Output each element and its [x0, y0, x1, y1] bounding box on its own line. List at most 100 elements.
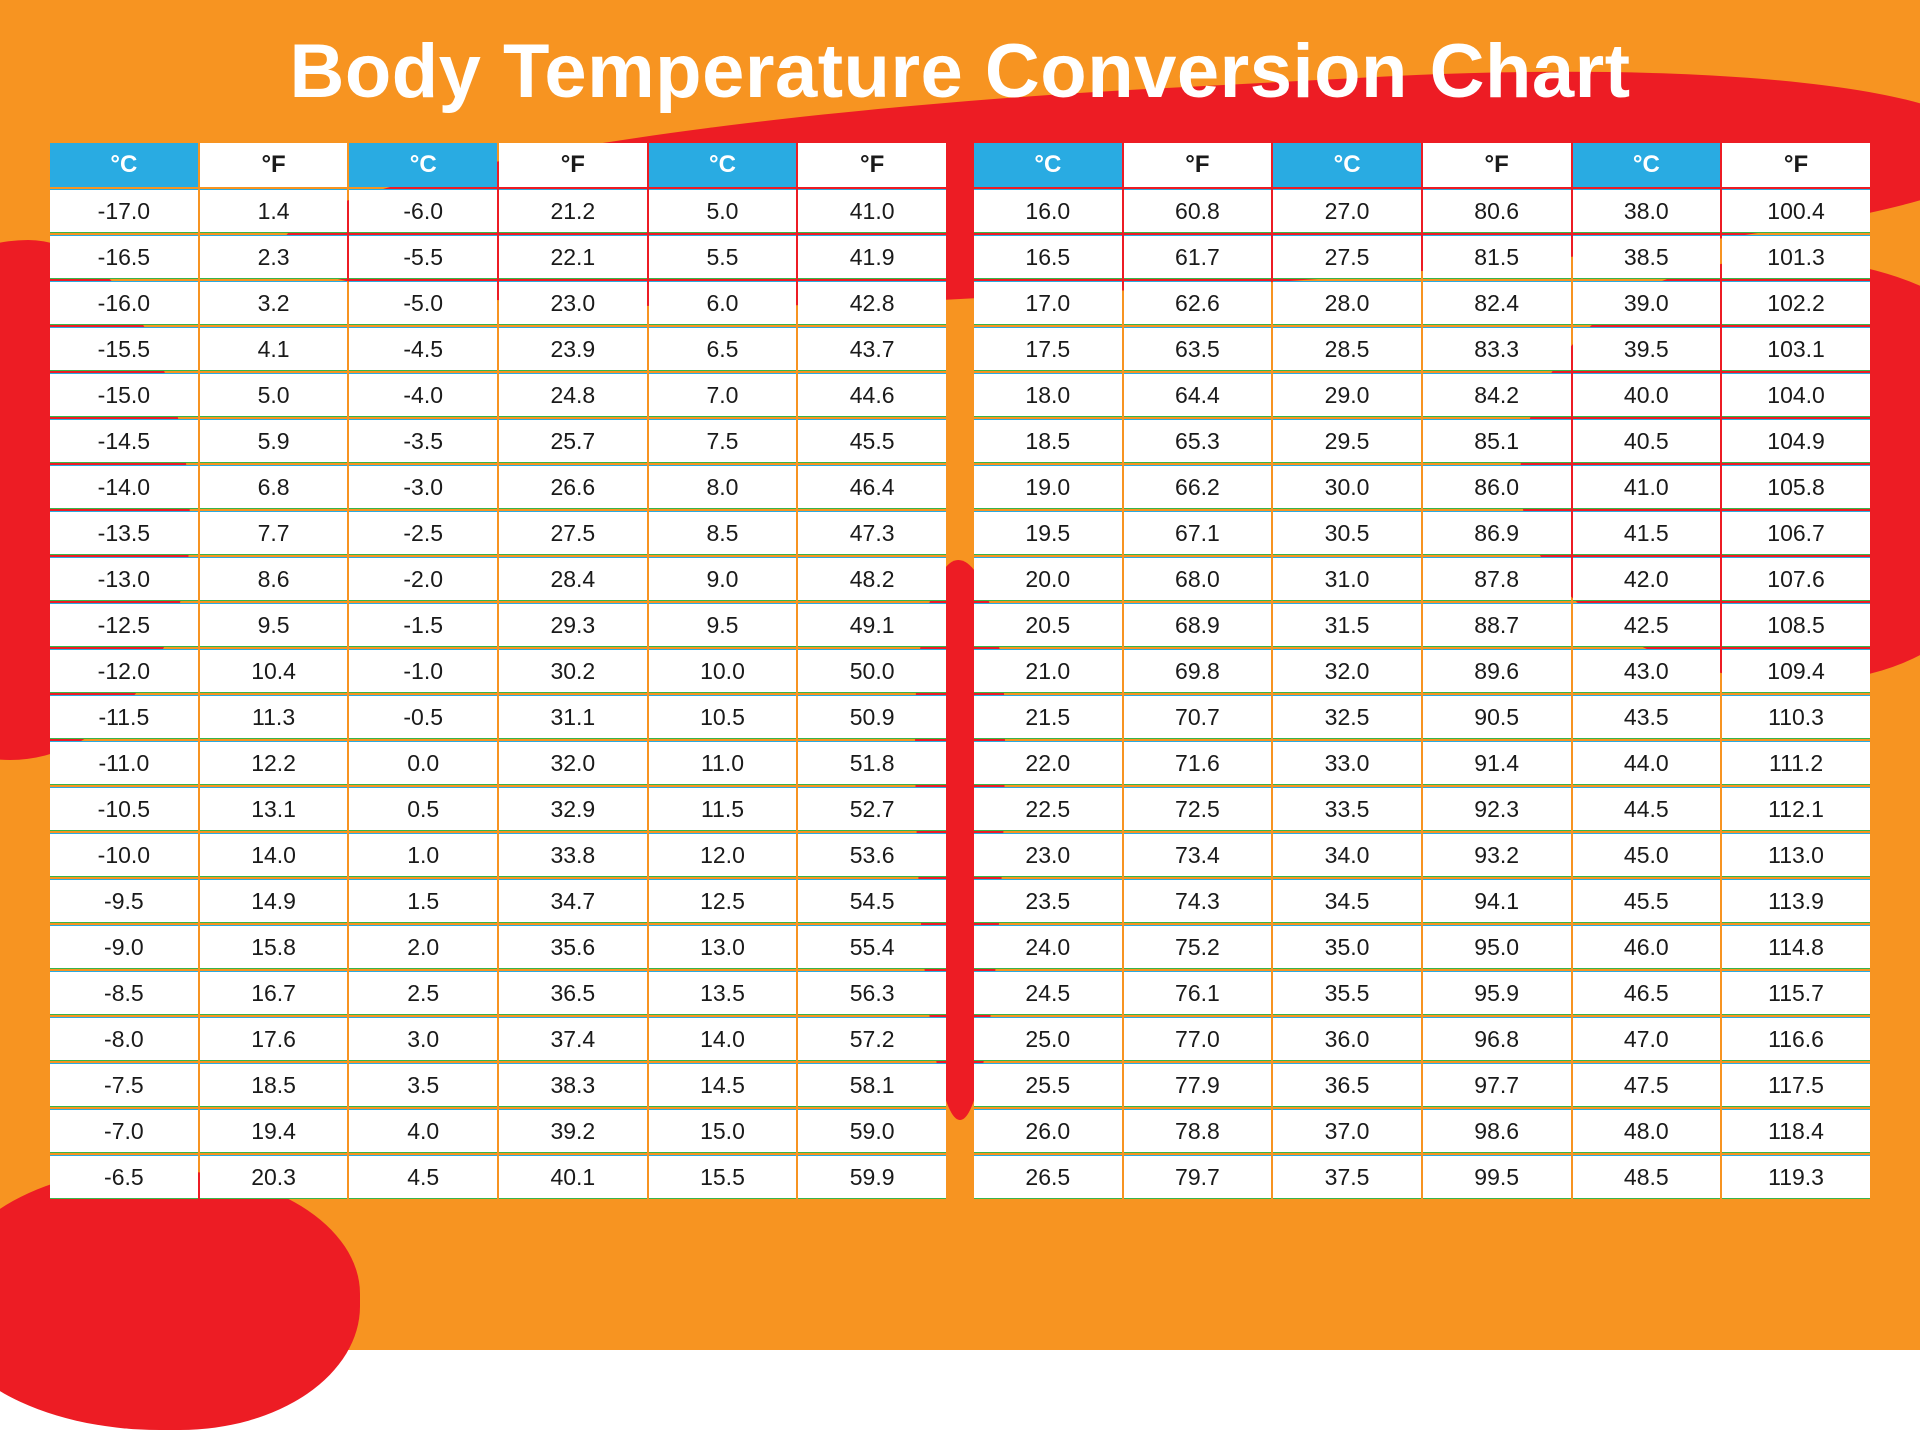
cell-celsius: 45.5 [1573, 879, 1721, 923]
cell-celsius: 34.5 [1273, 879, 1421, 923]
table-row: 19.066.230.086.041.0105.8 [974, 465, 1870, 509]
cell-fahrenheit: 115.7 [1722, 971, 1870, 1015]
cell-celsius: -15.5 [50, 327, 198, 371]
cell-fahrenheit: 60.8 [1124, 189, 1272, 233]
cell-fahrenheit: 80.6 [1423, 189, 1571, 233]
table-row: -11.511.3-0.531.110.550.9 [50, 695, 946, 739]
cell-celsius: 33.0 [1273, 741, 1421, 785]
cell-celsius: 4.0 [349, 1109, 497, 1153]
column-header-fahrenheit: °F [798, 143, 946, 187]
cell-fahrenheit: 76.1 [1124, 971, 1272, 1015]
cell-celsius: 6.5 [649, 327, 797, 371]
cell-fahrenheit: 113.9 [1722, 879, 1870, 923]
cell-fahrenheit: 86.9 [1423, 511, 1571, 555]
cell-celsius: 2.5 [349, 971, 497, 1015]
cell-celsius: 20.5 [974, 603, 1122, 647]
column-header-celsius: °C [649, 143, 797, 187]
cell-celsius: -7.5 [50, 1063, 198, 1107]
cell-celsius: 45.0 [1573, 833, 1721, 877]
cell-celsius: 35.0 [1273, 925, 1421, 969]
table-row: 18.064.429.084.240.0104.0 [974, 373, 1870, 417]
cell-fahrenheit: 28.4 [499, 557, 647, 601]
cell-celsius: 17.0 [974, 281, 1122, 325]
cell-celsius: 38.0 [1573, 189, 1721, 233]
cell-celsius: 5.0 [649, 189, 797, 233]
cell-fahrenheit: 55.4 [798, 925, 946, 969]
cell-fahrenheit: 7.7 [200, 511, 348, 555]
cell-fahrenheit: 101.3 [1722, 235, 1870, 279]
cell-celsius: -10.0 [50, 833, 198, 877]
cell-celsius: 19.0 [974, 465, 1122, 509]
table-row: 21.069.832.089.643.0109.4 [974, 649, 1870, 693]
cell-celsius: -9.5 [50, 879, 198, 923]
cell-celsius: 19.5 [974, 511, 1122, 555]
cell-fahrenheit: 32.0 [499, 741, 647, 785]
cell-fahrenheit: 14.0 [200, 833, 348, 877]
cell-fahrenheit: 59.9 [798, 1155, 946, 1199]
cell-fahrenheit: 9.5 [200, 603, 348, 647]
table-row: -12.010.4-1.030.210.050.0 [50, 649, 946, 693]
cell-fahrenheit: 41.9 [798, 235, 946, 279]
cell-fahrenheit: 110.3 [1722, 695, 1870, 739]
cell-fahrenheit: 58.1 [798, 1063, 946, 1107]
cell-fahrenheit: 54.5 [798, 879, 946, 923]
cell-celsius: 23.5 [974, 879, 1122, 923]
cell-fahrenheit: 97.7 [1423, 1063, 1571, 1107]
table-row: -8.516.72.536.513.556.3 [50, 971, 946, 1015]
cell-fahrenheit: 33.8 [499, 833, 647, 877]
cell-celsius: 13.5 [649, 971, 797, 1015]
cell-fahrenheit: 105.8 [1722, 465, 1870, 509]
cell-fahrenheit: 64.4 [1124, 373, 1272, 417]
cell-celsius: 29.0 [1273, 373, 1421, 417]
cell-fahrenheit: 67.1 [1124, 511, 1272, 555]
cell-celsius: 41.5 [1573, 511, 1721, 555]
cell-celsius: -1.5 [349, 603, 497, 647]
table-row: 26.579.737.599.548.5119.3 [974, 1155, 1870, 1199]
cell-celsius: 1.0 [349, 833, 497, 877]
cell-celsius: 47.0 [1573, 1017, 1721, 1061]
cell-celsius: -14.5 [50, 419, 198, 463]
cell-celsius: 43.0 [1573, 649, 1721, 693]
cell-celsius: 32.5 [1273, 695, 1421, 739]
cell-celsius: -8.0 [50, 1017, 198, 1061]
cell-celsius: -8.5 [50, 971, 198, 1015]
conversion-table-right: °C°F°C°F°C°F16.060.827.080.638.0100.416.… [972, 141, 1872, 1201]
cell-fahrenheit: 17.6 [200, 1017, 348, 1061]
cell-fahrenheit: 63.5 [1124, 327, 1272, 371]
cell-fahrenheit: 37.4 [499, 1017, 647, 1061]
cell-celsius: -1.0 [349, 649, 497, 693]
table-header-row: °C°F°C°F°C°F [50, 143, 946, 187]
cell-celsius: -5.5 [349, 235, 497, 279]
cell-celsius: -13.5 [50, 511, 198, 555]
cell-fahrenheit: 95.0 [1423, 925, 1571, 969]
cell-celsius: 32.0 [1273, 649, 1421, 693]
cell-celsius: 1.5 [349, 879, 497, 923]
cell-celsius: 18.5 [974, 419, 1122, 463]
cell-fahrenheit: 93.2 [1423, 833, 1571, 877]
cell-fahrenheit: 77.0 [1124, 1017, 1272, 1061]
cell-fahrenheit: 49.1 [798, 603, 946, 647]
cell-celsius: -9.0 [50, 925, 198, 969]
cell-fahrenheit: 11.3 [200, 695, 348, 739]
cell-celsius: -16.0 [50, 281, 198, 325]
cell-fahrenheit: 34.7 [499, 879, 647, 923]
cell-fahrenheit: 99.5 [1423, 1155, 1571, 1199]
cell-fahrenheit: 52.7 [798, 787, 946, 831]
cell-fahrenheit: 111.2 [1722, 741, 1870, 785]
column-header-celsius: °C [1273, 143, 1421, 187]
cell-fahrenheit: 26.6 [499, 465, 647, 509]
cell-celsius: 3.0 [349, 1017, 497, 1061]
cell-fahrenheit: 40.1 [499, 1155, 647, 1199]
conversion-table-left: °C°F°C°F°C°F-17.01.4-6.021.25.041.0-16.5… [48, 141, 948, 1201]
cell-fahrenheit: 29.3 [499, 603, 647, 647]
cell-celsius: 12.0 [649, 833, 797, 877]
table-row: -13.08.6-2.028.49.048.2 [50, 557, 946, 601]
cell-celsius: 40.5 [1573, 419, 1721, 463]
cell-fahrenheit: 75.2 [1124, 925, 1272, 969]
cell-fahrenheit: 46.4 [798, 465, 946, 509]
cell-fahrenheit: 89.6 [1423, 649, 1571, 693]
cell-fahrenheit: 4.1 [200, 327, 348, 371]
cell-fahrenheit: 66.2 [1124, 465, 1272, 509]
cell-celsius: 6.0 [649, 281, 797, 325]
cell-fahrenheit: 3.2 [200, 281, 348, 325]
